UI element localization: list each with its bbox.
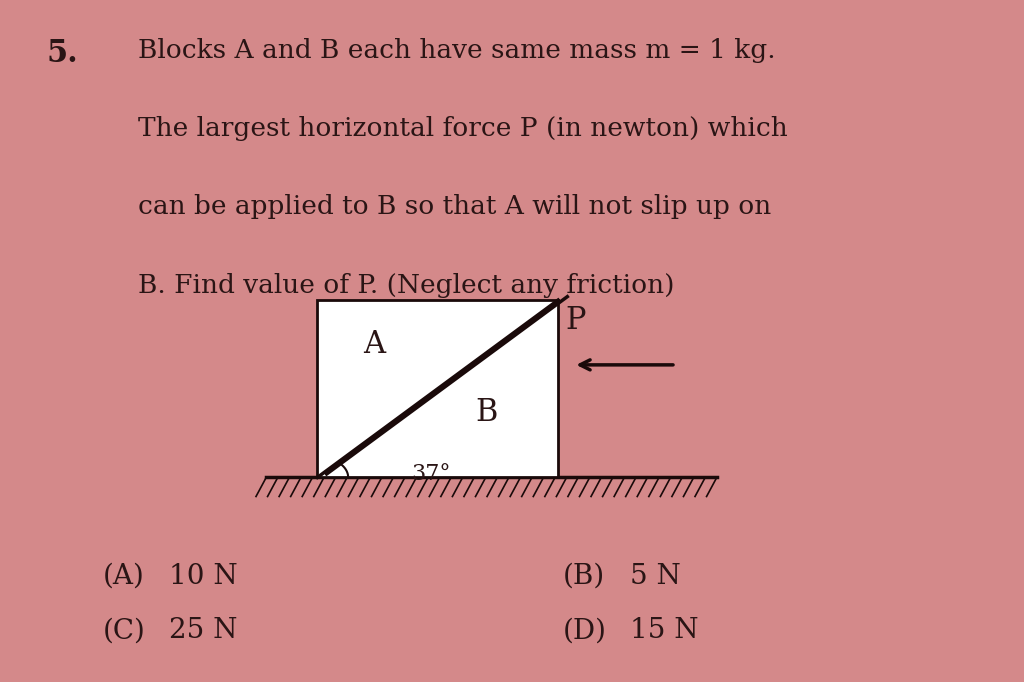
Text: A: A (362, 329, 385, 360)
Text: (C): (C) (102, 617, 145, 644)
Text: Blocks A and B each have same mass m = 1 kg.: Blocks A and B each have same mass m = 1… (138, 38, 776, 63)
Text: B: B (475, 397, 498, 428)
Text: 5.: 5. (46, 38, 78, 68)
Text: 25 N: 25 N (169, 617, 238, 644)
Text: 5 N: 5 N (630, 563, 681, 590)
Text: B. Find value of P. (Neglect any friction): B. Find value of P. (Neglect any frictio… (138, 273, 675, 298)
Text: (A): (A) (102, 563, 144, 590)
Text: 10 N: 10 N (169, 563, 238, 590)
Text: (D): (D) (563, 617, 607, 644)
Text: can be applied to B so that A will not slip up on: can be applied to B so that A will not s… (138, 194, 771, 220)
Text: (B): (B) (563, 563, 605, 590)
Text: 37°: 37° (412, 463, 452, 485)
Text: The largest horizontal force P (in newton) which: The largest horizontal force P (in newto… (138, 116, 788, 141)
Text: 15 N: 15 N (630, 617, 698, 644)
Text: P: P (565, 305, 586, 336)
Bar (317, 300, 558, 477)
